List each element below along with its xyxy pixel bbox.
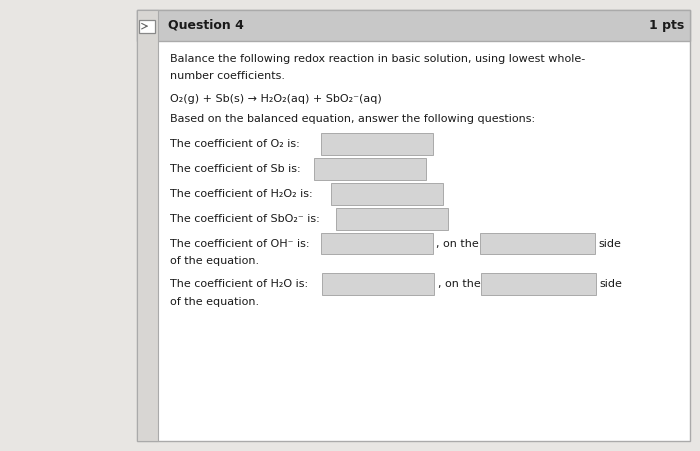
Text: , on the: , on the: [438, 279, 480, 289]
FancyBboxPatch shape: [321, 233, 433, 254]
Text: Based on the balanced equation, answer the following questions:: Based on the balanced equation, answer t…: [170, 114, 536, 124]
Text: Balance the following redox reaction in basic solution, using lowest whole-: Balance the following redox reaction in …: [170, 54, 585, 64]
FancyBboxPatch shape: [314, 158, 426, 180]
Text: of the equation.: of the equation.: [170, 297, 259, 307]
FancyBboxPatch shape: [336, 208, 448, 230]
FancyBboxPatch shape: [331, 183, 443, 205]
FancyBboxPatch shape: [139, 20, 155, 33]
Text: side: side: [600, 279, 623, 289]
Text: of the equation.: of the equation.: [170, 256, 259, 266]
FancyBboxPatch shape: [136, 10, 690, 441]
Text: The coefficient of OH⁻ is:: The coefficient of OH⁻ is:: [170, 239, 309, 249]
Text: The coefficient of H₂O₂ is:: The coefficient of H₂O₂ is:: [170, 189, 313, 199]
FancyBboxPatch shape: [480, 233, 595, 254]
Text: The coefficient of H₂O is:: The coefficient of H₂O is:: [170, 279, 308, 289]
FancyBboxPatch shape: [321, 133, 433, 155]
Text: 1 pts: 1 pts: [649, 19, 684, 32]
Text: The coefficient of SbO₂⁻ is:: The coefficient of SbO₂⁻ is:: [170, 214, 320, 224]
Text: The coefficient of O₂ is:: The coefficient of O₂ is:: [170, 139, 300, 149]
FancyBboxPatch shape: [136, 10, 158, 441]
Text: O₂(g) + Sb(s) → H₂O₂(aq) + SbO₂⁻(aq): O₂(g) + Sb(s) → H₂O₂(aq) + SbO₂⁻(aq): [170, 93, 382, 104]
Text: The coefficient of Sb is:: The coefficient of Sb is:: [170, 164, 301, 174]
Text: Question 4: Question 4: [168, 19, 244, 32]
FancyBboxPatch shape: [136, 10, 690, 41]
FancyBboxPatch shape: [322, 273, 434, 295]
Text: number coefficients.: number coefficients.: [170, 71, 285, 81]
Text: side: side: [598, 239, 622, 249]
FancyBboxPatch shape: [481, 273, 596, 295]
Text: , on the: , on the: [436, 239, 479, 249]
